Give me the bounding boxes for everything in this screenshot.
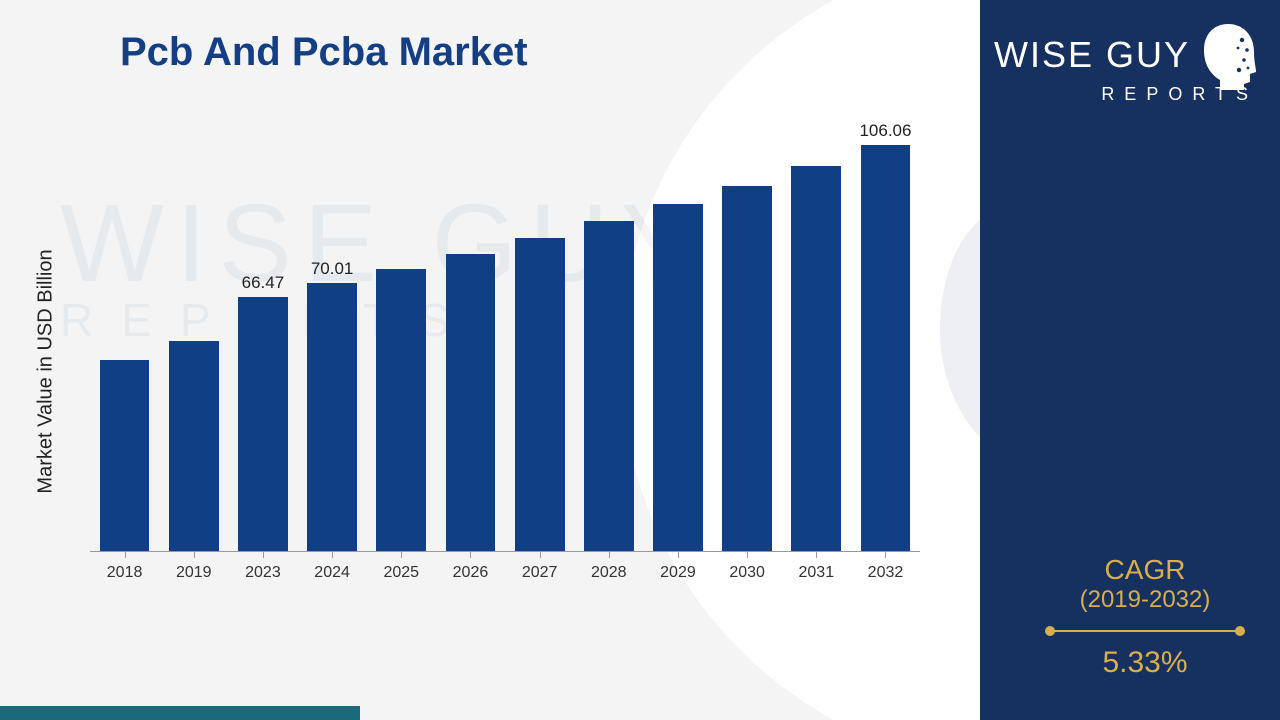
bar-col <box>713 130 782 551</box>
bar <box>515 238 565 551</box>
bar-col <box>643 130 712 551</box>
bar <box>722 186 772 552</box>
x-axis-label: 2027 <box>505 558 574 590</box>
x-axis-label: 2028 <box>574 558 643 590</box>
bar <box>584 221 634 551</box>
bar: 66.47 <box>238 297 288 551</box>
cagr-divider <box>1050 630 1240 632</box>
x-axis-label: 2024 <box>298 558 367 590</box>
bar-col <box>436 130 505 551</box>
bars-container: 66.47 70.01 106.06 <box>90 130 920 551</box>
logo-sub-text: REPORTS <box>994 84 1258 105</box>
bar <box>100 360 150 551</box>
bar-col: 106.06 <box>851 130 920 551</box>
bar-col: 66.47 <box>228 130 297 551</box>
bar <box>791 166 841 551</box>
chart-canvas: WISE GUY REPORTS WISE GUY REPORT <box>0 0 1280 720</box>
x-axis-label: 2019 <box>159 558 228 590</box>
logo-head-icon <box>1198 20 1258 90</box>
bar-col <box>782 130 851 551</box>
bar <box>376 269 426 551</box>
x-axis-label: 2031 <box>782 558 851 590</box>
chart-title: Pcb And Pcba Market <box>120 30 528 75</box>
bar <box>446 254 496 551</box>
bar-col <box>574 130 643 551</box>
logo-main-text: WISE GUY <box>994 34 1190 76</box>
bar: 70.01 <box>307 283 357 551</box>
x-axis-label: 2032 <box>851 558 920 590</box>
y-axis-label: Market Value in USD Billion <box>35 249 58 493</box>
x-axis-label: 2023 <box>228 558 297 590</box>
bar-col <box>90 130 159 551</box>
x-axis-label: 2029 <box>643 558 712 590</box>
bar-col <box>367 130 436 551</box>
cagr-period: (2019-2032) <box>1010 586 1280 614</box>
bar-value-label: 66.47 <box>242 273 285 293</box>
brand-logo: WISE GUY REPORTS <box>994 20 1258 105</box>
x-axis-label: 2025 <box>367 558 436 590</box>
bar-col <box>505 130 574 551</box>
bar-chart: Market Value in USD Billion 66.4770.0110… <box>60 130 920 590</box>
bar-value-label: 70.01 <box>311 259 354 279</box>
bar-col <box>159 130 228 551</box>
x-axis-label: 2026 <box>436 558 505 590</box>
plot-area: 66.47 70.01 106.06 <box>90 130 920 552</box>
x-axis-label: 2030 <box>713 558 782 590</box>
cagr-block: CAGR (2019-2032) 5.33% <box>1010 554 1280 680</box>
bar: 106.06 <box>861 145 911 551</box>
bar-value-label: 106.06 <box>859 121 911 141</box>
bottom-accent-strip <box>0 706 360 720</box>
x-axis-label: 2018 <box>90 558 159 590</box>
bar <box>653 204 703 551</box>
cagr-value: 5.33% <box>1010 646 1280 680</box>
bar <box>169 341 219 552</box>
x-axis-labels: 2018201920232024202520262027202820292030… <box>90 558 920 590</box>
cagr-label: CAGR <box>1010 554 1280 586</box>
bar-col: 70.01 <box>298 130 367 551</box>
